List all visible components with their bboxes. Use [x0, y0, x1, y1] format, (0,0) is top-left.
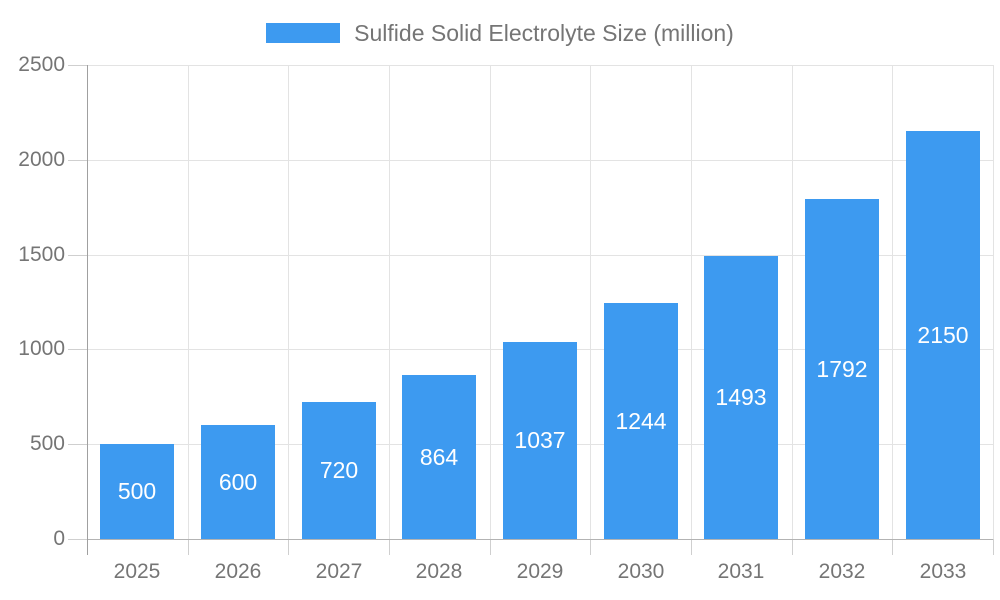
x-axis-tick — [288, 539, 289, 555]
bar-value-label: 500 — [117, 478, 157, 504]
v-gridline — [188, 65, 189, 539]
y-tick-label: 1000 — [18, 337, 65, 360]
bar-value-label: 1493 — [715, 384, 767, 410]
x-tick-label: 2029 — [516, 560, 564, 583]
bar-value-label: 1792 — [816, 355, 868, 382]
y-tick-label: 1500 — [18, 243, 65, 266]
y-axis-tick — [68, 65, 87, 66]
x-tick-label: 2025 — [113, 560, 161, 583]
h-gridline — [87, 255, 993, 256]
legend[interactable]: Sulfide Solid Electrolyte Size (million) — [0, 20, 1000, 46]
y-tick-label: 2500 — [18, 53, 65, 76]
v-gridline — [691, 65, 692, 539]
y-axis-tick — [68, 444, 87, 445]
bar[interactable]: 600 — [201, 425, 275, 539]
v-gridline — [490, 65, 491, 539]
x-axis-tick — [892, 539, 893, 555]
v-gridline — [389, 65, 390, 539]
legend-swatch-icon — [266, 23, 341, 43]
x-axis-tick — [188, 539, 189, 555]
x-axis-tick — [993, 539, 994, 555]
x-axis-tick — [792, 539, 793, 555]
x-tick-label: 2026 — [214, 560, 262, 583]
x-axis-line — [87, 539, 993, 540]
v-gridline — [792, 65, 793, 539]
bar-value-label: 864 — [419, 443, 459, 470]
bar[interactable]: 500 — [100, 444, 174, 539]
y-axis-line — [87, 65, 88, 555]
bar-value-label: 1244 — [615, 407, 667, 434]
x-tick-label: 2027 — [315, 560, 363, 583]
y-tick-label: 500 — [29, 432, 65, 455]
bar[interactable]: 2150 — [906, 131, 980, 539]
y-tick-label: 2000 — [18, 148, 65, 171]
x-axis-tick — [590, 539, 591, 555]
bar[interactable]: 864 — [402, 375, 476, 539]
bar[interactable]: 1244 — [604, 303, 678, 539]
y-axis-tick — [68, 539, 87, 540]
bar[interactable]: 720 — [302, 402, 376, 539]
y-axis-tick — [68, 255, 87, 256]
bar[interactable]: 1792 — [805, 199, 879, 539]
v-gridline — [288, 65, 289, 539]
x-axis-tick — [389, 539, 390, 555]
v-gridline — [993, 65, 994, 539]
x-tick-label: 2028 — [415, 560, 463, 583]
x-tick-label: 2032 — [818, 560, 866, 583]
y-axis-tick — [68, 349, 87, 350]
x-tick-label: 2030 — [617, 560, 665, 583]
y-tick-label: 0 — [53, 527, 65, 550]
v-gridline — [590, 65, 591, 539]
y-axis-tick — [68, 160, 87, 161]
h-gridline — [87, 65, 993, 66]
bar-value-label: 1037 — [514, 427, 566, 453]
v-gridline — [892, 65, 893, 539]
x-axis-tick — [691, 539, 692, 555]
bar[interactable]: 1037 — [503, 342, 577, 539]
bar-value-label: 600 — [218, 468, 258, 495]
x-tick-label: 2033 — [919, 560, 967, 583]
x-axis-tick — [490, 539, 491, 555]
h-gridline — [87, 160, 993, 161]
bar-value-label: 720 — [319, 457, 359, 483]
bar-value-label: 2150 — [917, 321, 969, 348]
bar[interactable]: 1493 — [704, 256, 778, 539]
legend-label: Sulfide Solid Electrolyte Size (million) — [354, 19, 734, 46]
x-tick-label: 2031 — [717, 560, 765, 583]
